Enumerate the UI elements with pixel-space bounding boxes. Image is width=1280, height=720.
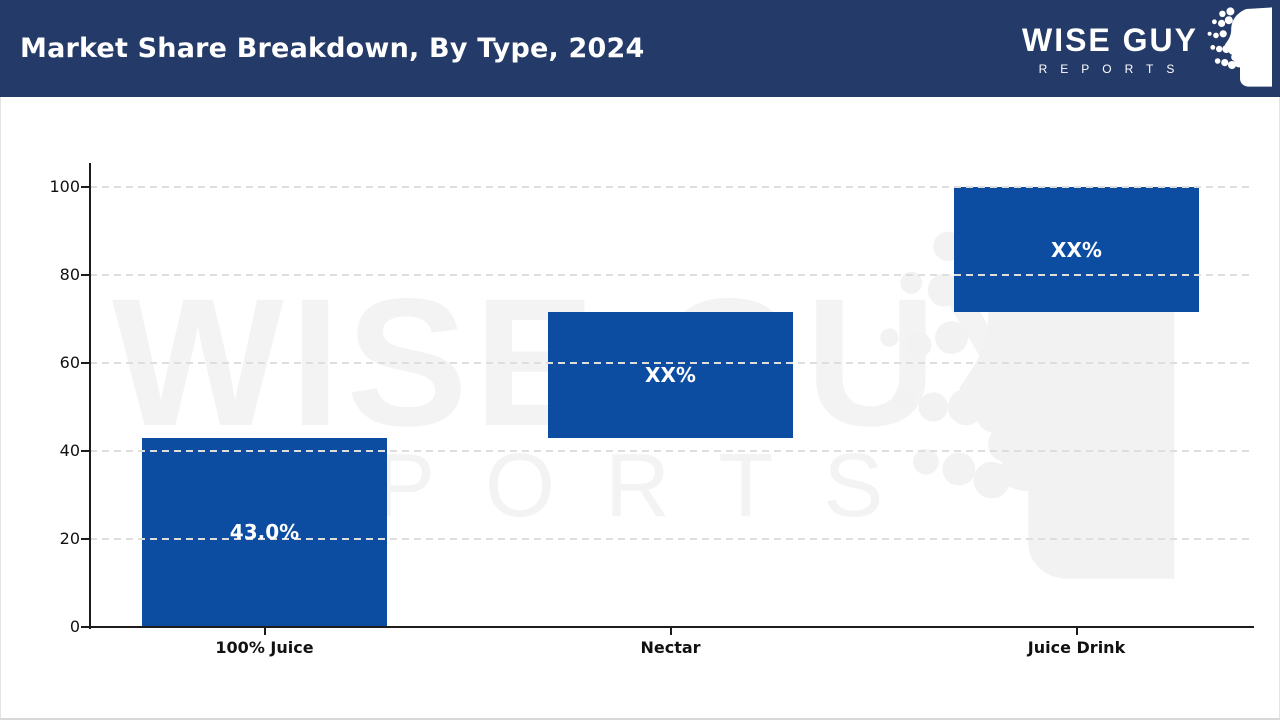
x-tick-mark [1075,628,1078,635]
logo-wordmark: WISE GUY [1021,22,1198,58]
gridline-20 [90,538,1253,540]
bar-value-label: 43.0% [229,520,300,545]
x-tick-mark [263,628,266,635]
page-title: Market Share Breakdown, By Type, 2024 [20,33,645,64]
logo-face-icon [1207,7,1272,87]
brand-logo-text: WISE GUY REPORTS [1022,22,1198,76]
page-border-bottom [0,718,1280,720]
x-axis-category-label: Nectar [640,638,701,657]
x-tick-mark [669,628,672,635]
gridline-100 [90,186,1253,188]
logo-subtext: REPORTS [1038,62,1188,76]
y-tick-label: 80 [59,265,80,284]
x-axis-category-label: Juice Drink [1027,638,1126,657]
y-tick-mark [81,186,89,188]
brand-logo: WISE GUY REPORTS [1022,6,1272,92]
y-tick-mark [81,362,89,364]
bar-1 [142,437,387,627]
y-axis-line [89,163,91,629]
bar-value-label: XX% [645,363,696,388]
x-axis-line [89,626,1254,628]
y-tick-label: 20 [59,529,80,548]
page-border-left [0,97,1,720]
y-tick-label: 60 [59,353,80,372]
header-bar: Market Share Breakdown, By Type, 2024 WI… [0,0,1280,97]
bar-3 [954,187,1199,313]
bar-value-label: XX% [1051,237,1102,262]
gridline-60 [90,362,1253,364]
y-tick-label: 100 [49,177,80,196]
gridline-80 [90,274,1253,276]
y-tick-label: 40 [59,441,80,460]
gridline-40 [90,450,1253,452]
x-axis-category-label: 100% Juice [215,638,314,657]
y-tick-label: 0 [69,617,80,636]
y-tick-mark [81,450,89,452]
y-tick-mark [81,274,89,276]
y-tick-mark [81,626,89,628]
y-tick-mark [81,538,89,540]
bar-2 [548,312,793,438]
